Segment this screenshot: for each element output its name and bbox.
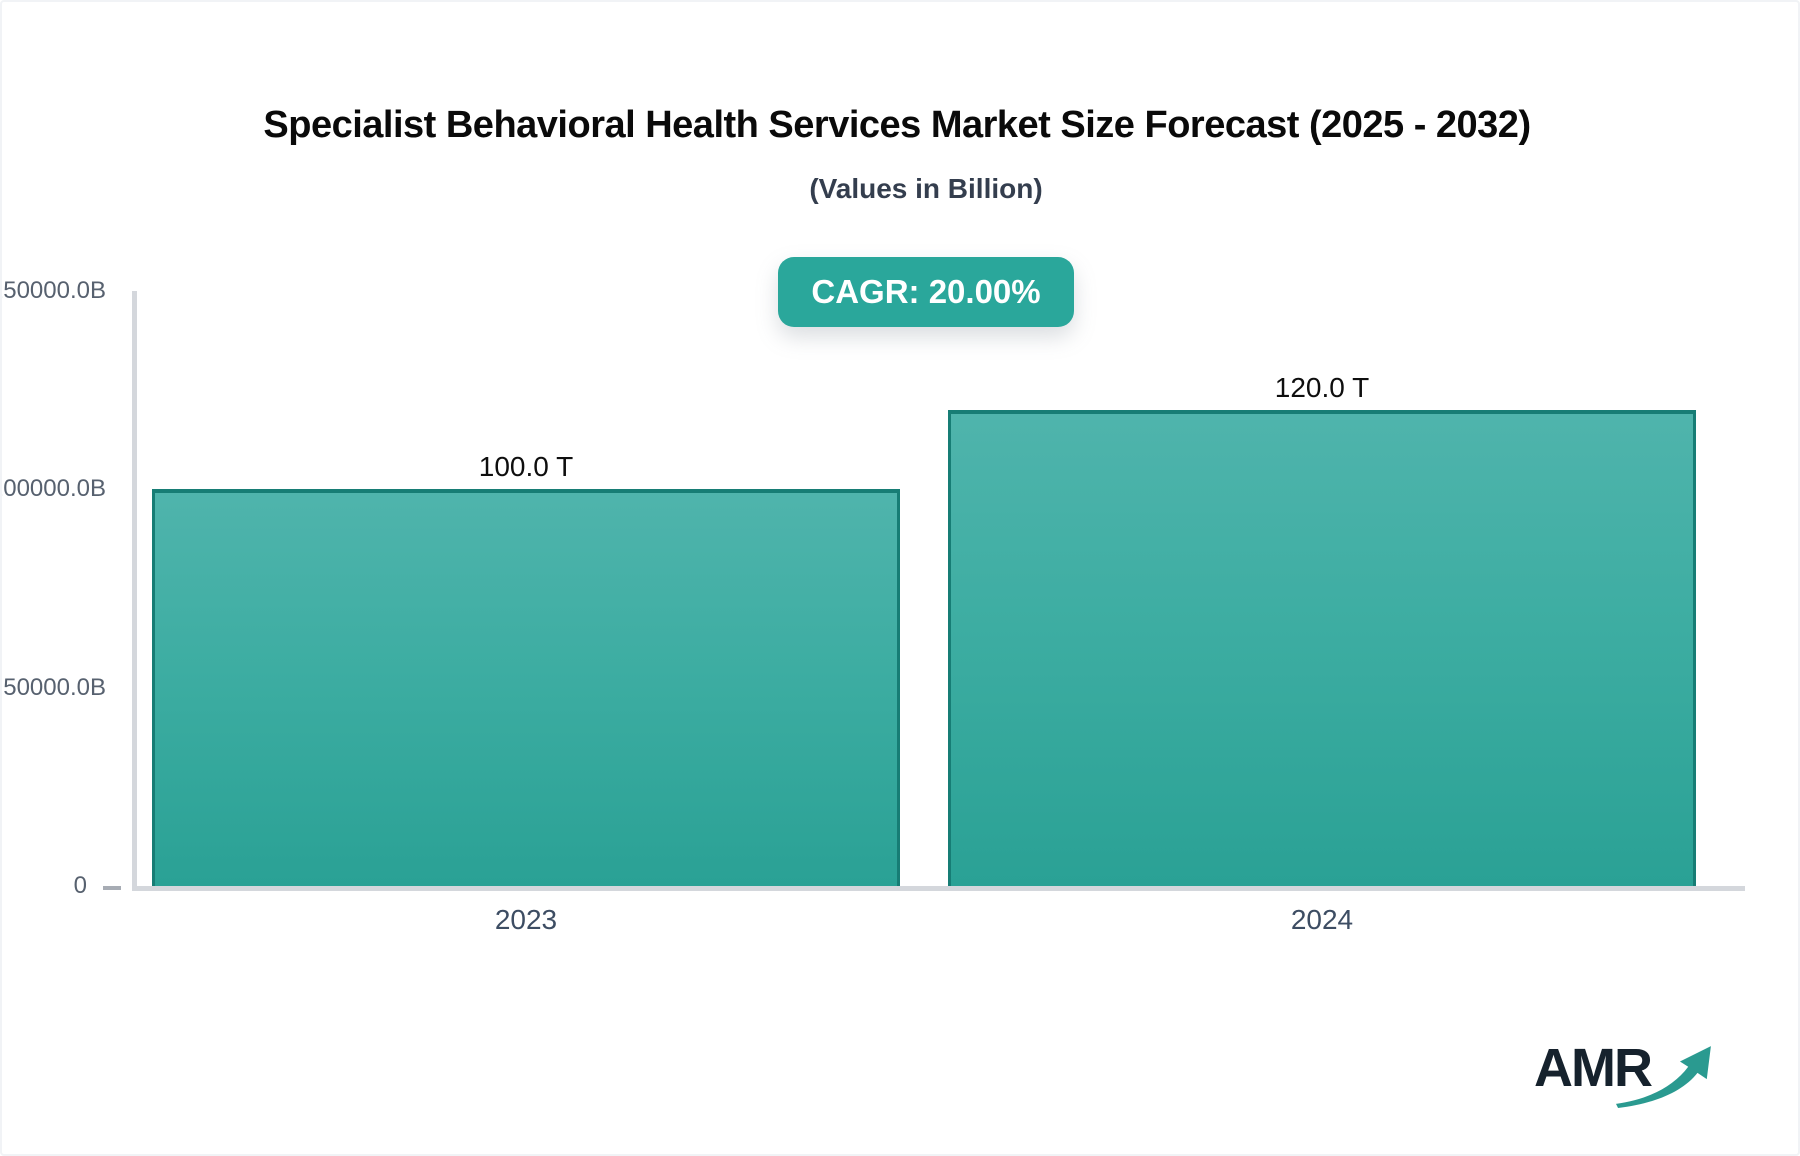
y-tick-label: 100000.0B [0,475,106,502]
y-axis-zero-tick [103,886,121,890]
bar-group-2024: 120.0 T 2024 [948,2,1696,1154]
bar-value-label: 120.0 T [1274,372,1370,403]
bar-2024 [948,410,1696,886]
y-axis-line [132,291,137,886]
y-tick-label: 50000.0B [3,674,106,701]
y-tick-label: 0 [73,872,87,899]
cagr-badge: CAGR: 20.00% [778,257,1074,327]
chart-subtitle: (Values in Billion) [809,173,1043,204]
bar-group-2023: 100.0 T 2023 [152,2,900,1154]
growth-arrow-icon [1616,1046,1711,1108]
amr-logo-text: AMR [1534,1038,1653,1098]
y-tick-label: 150000.0B [0,277,106,304]
bar-value-label: 100.0 T [478,451,574,482]
x-tick-label: 2024 [1290,904,1354,935]
x-tick-label: 2023 [494,904,558,935]
bar-2023 [152,489,900,886]
page-title: Specialist Behavioral Health Services Ma… [263,104,1531,146]
amr-logo: AMR [1534,1038,1734,1123]
x-axis-line [132,886,1745,891]
